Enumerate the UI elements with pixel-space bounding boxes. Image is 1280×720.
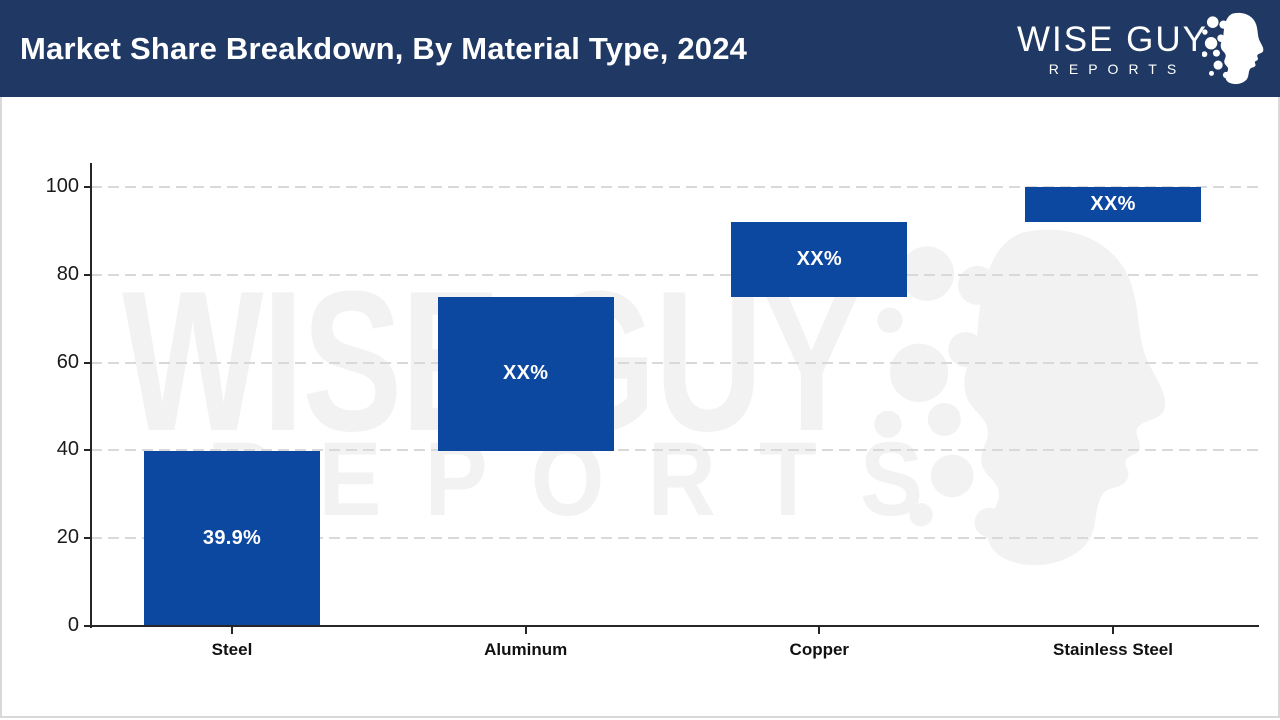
y-tick-60 [84,361,91,364]
y-tick-label-60: 60 [56,350,79,373]
gridline-40 [91,449,1258,452]
bar-steel: 39.9% [144,450,320,626]
watermark-head-icon [874,229,1166,566]
logo-wordmark: WISE GUY REPORTS [1017,22,1208,76]
brand-logo: WISE GUY REPORTS [1017,7,1266,91]
bar-value-label: XX% [796,248,842,270]
y-tick-label-80: 80 [56,262,79,285]
y-tick-40 [84,449,91,452]
bar-value-label: 39.9% [202,526,262,549]
header-bar: Market Share Breakdown, By Material Type… [0,0,1280,97]
gridline-100 [91,186,1258,189]
page-title: Market Share Breakdown, By Material Type… [20,30,748,66]
logo-wordmark-line2: REPORTS [1048,60,1187,77]
y-axis-line [90,163,92,628]
x-tick-0 [231,626,233,634]
y-tick-label-0: 0 [67,613,79,636]
x-tick-3 [1112,626,1114,634]
y-tick-100 [84,186,91,189]
chart-area: WISE GUY REPORTS [0,97,1280,718]
y-tick-20 [84,536,91,539]
x-category-label: Copper [789,639,850,659]
x-category-label: Aluminum [484,639,568,659]
y-tick-80 [84,273,91,276]
y-tick-label-20: 20 [56,525,79,548]
gridline-80 [91,273,1258,276]
y-tick-label-40: 40 [56,438,79,461]
bar-stainless-steel: XX% [1025,187,1201,223]
gridline-20 [91,536,1258,539]
bar-aluminum: XX% [437,296,614,451]
bar-copper: XX% [731,222,908,297]
x-axis-line [90,624,1259,627]
gridline-60 [91,361,1258,364]
x-category-label: Steel [211,639,253,659]
x-tick-2 [818,626,821,634]
bar-value-label: XX% [1090,193,1136,216]
logo-head-icon [1202,12,1264,84]
x-category-label: Stainless Steel [1052,639,1173,659]
y-tick-0 [84,624,91,627]
bar-value-label: XX% [503,362,549,385]
y-tick-label-100: 100 [45,175,79,198]
x-tick-1 [524,626,527,634]
logo-wordmark-line1: WISE GUY [1016,19,1208,59]
